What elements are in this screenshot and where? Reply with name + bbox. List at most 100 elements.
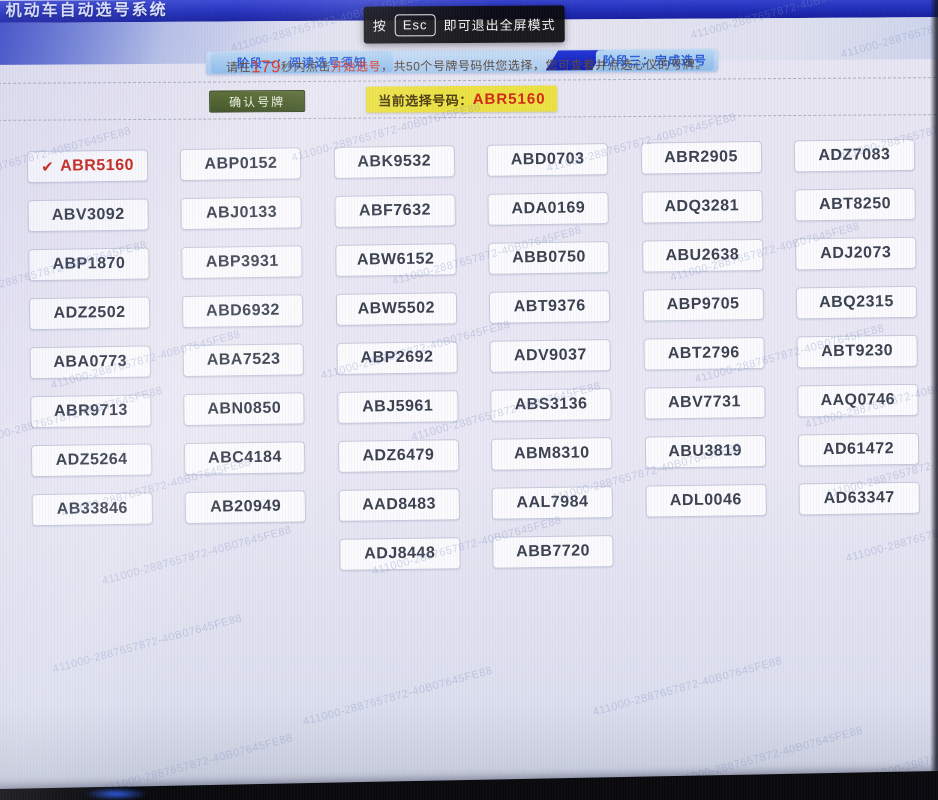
check-icon: ✔ bbox=[41, 158, 55, 176]
plate-button[interactable]: ADJ2073 bbox=[795, 236, 917, 271]
plate-button[interactable]: ABP9705 bbox=[642, 287, 764, 322]
plate-button[interactable]: ABP1870 bbox=[28, 247, 150, 282]
plate-button[interactable]: ADZ6479 bbox=[337, 439, 460, 473]
plate-code: ADZ2502 bbox=[53, 303, 126, 322]
plate-button[interactable]: ABT9376 bbox=[488, 290, 611, 324]
plate-code: ABA7523 bbox=[206, 350, 281, 369]
plate-code: ABT9376 bbox=[513, 297, 586, 316]
plate-button[interactable]: ABD0703 bbox=[486, 143, 609, 177]
plate-code: ABP1870 bbox=[52, 254, 126, 273]
plate-button[interactable]: ABT8250 bbox=[794, 187, 916, 222]
plate-button[interactable]: ABF7632 bbox=[334, 194, 456, 228]
plate-button[interactable]: ABM8310 bbox=[491, 437, 613, 471]
plate-code: ABJ5961 bbox=[362, 397, 434, 416]
plate-code: ABV7731 bbox=[667, 393, 742, 412]
plate-button[interactable]: ABA0773 bbox=[29, 345, 151, 380]
current-selection-box: 当前选择号码： ABR5160 bbox=[366, 85, 558, 113]
plate-button[interactable]: ABQ2315 bbox=[795, 285, 918, 320]
current-selection-plate: ABR5160 bbox=[472, 90, 546, 108]
page-title: 机动车自动选号系统 bbox=[5, 1, 168, 20]
plate-button[interactable]: AAQ0746 bbox=[797, 383, 919, 418]
watermark-text: 411000-2887657872-40B07645FE88 bbox=[51, 612, 244, 676]
plate-button[interactable]: ADL0046 bbox=[645, 483, 767, 518]
watermark-text: 411000-2887657872-40B07645FE88 bbox=[301, 664, 494, 729]
plate-button[interactable]: ABJ5961 bbox=[336, 390, 459, 424]
plate-code: AB33846 bbox=[56, 499, 128, 518]
plate-code: AAL7984 bbox=[516, 493, 589, 512]
plate-button[interactable]: ABT2796 bbox=[643, 336, 765, 371]
plate-button[interactable]: AD63347 bbox=[798, 481, 920, 516]
plate-button[interactable]: ABP0152 bbox=[180, 147, 302, 182]
plate-button[interactable]: ABW6152 bbox=[334, 243, 457, 277]
confirm-plate-button[interactable]: 确认号牌 bbox=[209, 89, 306, 113]
plate-button[interactable]: AAL7984 bbox=[491, 486, 614, 520]
plate-button[interactable]: ABA7523 bbox=[182, 343, 305, 378]
plate-button[interactable]: ABT9230 bbox=[796, 334, 918, 369]
plate-button[interactable]: ABP2692 bbox=[336, 341, 458, 375]
plate-button[interactable]: ABS3136 bbox=[490, 388, 612, 422]
plate-button[interactable]: ABR2905 bbox=[640, 140, 762, 175]
plate-code: ADJ2073 bbox=[820, 244, 892, 263]
plate-code: ADZ6479 bbox=[362, 446, 435, 465]
plate-button[interactable]: ADA0169 bbox=[487, 192, 610, 226]
plate-button[interactable]: ABK9532 bbox=[333, 145, 456, 179]
plate-code: ABN0850 bbox=[207, 399, 282, 418]
fullscreen-exit-toast: 按 Esc 即可退出全屏模式 bbox=[363, 5, 565, 44]
esc-toast-suffix: 即可退出全屏模式 bbox=[443, 17, 556, 34]
plate-code: ADV9037 bbox=[513, 346, 587, 365]
plate-code: ABU3819 bbox=[668, 442, 743, 461]
plate-button[interactable]: ABB7720 bbox=[492, 535, 614, 569]
plate-button[interactable]: ADJ8448 bbox=[339, 537, 461, 571]
plate-button[interactable]: ✔ ABR5160 bbox=[26, 149, 149, 184]
plate-code: ABQ2315 bbox=[819, 293, 894, 312]
plate-code: ABD6932 bbox=[205, 301, 280, 320]
plate-code: ADJ8448 bbox=[364, 544, 436, 563]
plate-button[interactable]: ABR9713 bbox=[30, 394, 152, 429]
plate-button[interactable]: ABW5502 bbox=[335, 292, 458, 326]
plate-button[interactable]: ADZ2502 bbox=[28, 296, 151, 331]
plate-button[interactable]: AAD8483 bbox=[338, 488, 460, 522]
plate-button[interactable]: AB33846 bbox=[31, 492, 154, 527]
plate-code: ADA0169 bbox=[511, 199, 586, 218]
plate-button[interactable]: ABD6932 bbox=[182, 294, 304, 329]
plate-button[interactable]: ABU2638 bbox=[641, 238, 764, 273]
esc-keycap: Esc bbox=[394, 13, 436, 36]
plate-button[interactable]: ABJ0133 bbox=[180, 196, 303, 231]
plate-code: ABD0703 bbox=[510, 150, 585, 169]
plate-code: ABP0152 bbox=[204, 154, 278, 173]
plate-code: ABK9532 bbox=[357, 152, 432, 171]
plate-code: ABB0750 bbox=[512, 248, 587, 267]
plate-code: ABP9705 bbox=[666, 295, 740, 314]
plate-code: ABP2692 bbox=[360, 348, 434, 367]
current-selection-label: 当前选择号码： bbox=[378, 92, 473, 109]
plate-code: AD63347 bbox=[823, 489, 895, 508]
plate-button[interactable]: ABV7731 bbox=[643, 385, 766, 420]
plate-code: ADL0046 bbox=[669, 491, 742, 510]
plate-button[interactable]: ADZ7083 bbox=[793, 138, 916, 173]
plate-code: ABF7632 bbox=[358, 201, 432, 220]
plate-button[interactable]: ABV3092 bbox=[27, 198, 149, 233]
plate-button[interactable]: ABP3931 bbox=[181, 245, 303, 280]
plate-button[interactable]: ABC4184 bbox=[184, 441, 306, 476]
plate-code: ABP3931 bbox=[205, 252, 279, 271]
plate-button[interactable]: ADV9037 bbox=[489, 339, 612, 373]
plate-code: AAD8483 bbox=[362, 495, 437, 514]
plate-code: ABW5502 bbox=[357, 299, 436, 318]
plate-code: ABU2638 bbox=[665, 246, 740, 265]
plate-code: ABB7720 bbox=[516, 542, 591, 561]
plate-button[interactable]: ABB0750 bbox=[488, 241, 610, 275]
plate-code: ABS3136 bbox=[514, 395, 588, 414]
plate-button[interactable]: AD61472 bbox=[797, 432, 920, 467]
watermark-text: 411000-2887657872-40B07645FE88 bbox=[591, 654, 784, 719]
plate-button[interactable]: ADQ3281 bbox=[641, 189, 763, 224]
plate-button[interactable]: ADZ5264 bbox=[30, 443, 153, 478]
plate-button[interactable]: ABN0850 bbox=[183, 392, 306, 427]
start-selection-link[interactable]: 开始选号 bbox=[330, 59, 382, 74]
plate-code: ADZ7083 bbox=[818, 146, 891, 165]
plate-button[interactable]: AB20949 bbox=[184, 490, 307, 525]
esc-toast-prefix: 按 bbox=[372, 18, 387, 34]
countdown-seconds: 179 bbox=[251, 57, 282, 77]
plate-code: ABR5160 bbox=[60, 156, 135, 175]
plate-button[interactable]: ABU3819 bbox=[644, 434, 766, 469]
